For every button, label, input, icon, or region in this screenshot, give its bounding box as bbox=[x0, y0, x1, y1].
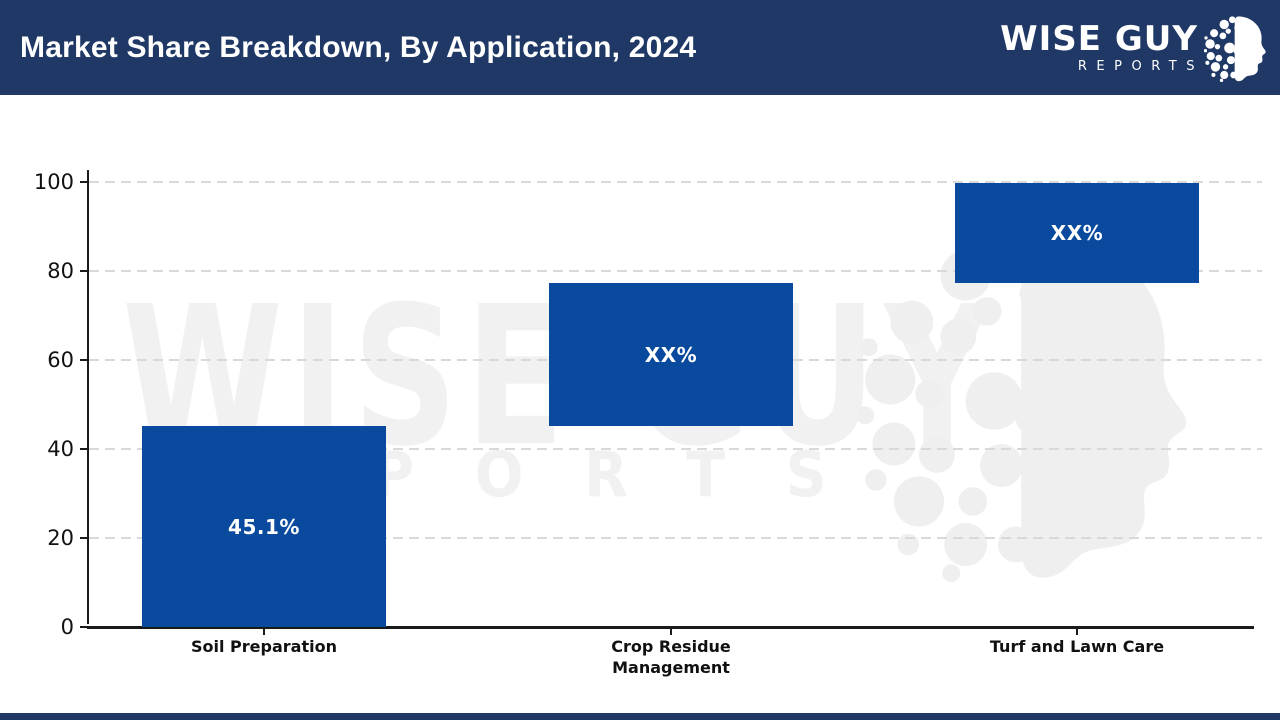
y-axis-tick-label-80: 80 bbox=[47, 259, 74, 283]
y-axis-tick-20 bbox=[80, 537, 87, 539]
x-axis-category-label-2: Turf and Lawn Care bbox=[989, 637, 1165, 656]
x-axis-category-label-1: Crop Residue Management bbox=[611, 637, 731, 677]
logo-subtext: REPORTS bbox=[1077, 59, 1204, 74]
gridline-20 bbox=[89, 537, 1262, 539]
y-axis-tick-100 bbox=[80, 181, 87, 183]
page-title: Market Share Breakdown, By Application, … bbox=[20, 30, 697, 64]
logo-wordmark: WISE GUY bbox=[1000, 19, 1198, 59]
header-band: Market Share Breakdown, By Application, … bbox=[0, 0, 1280, 95]
x-axis-tick-2 bbox=[1076, 629, 1078, 635]
y-axis-tick-label-0: 0 bbox=[60, 615, 74, 639]
x-axis-tick-1 bbox=[670, 629, 672, 635]
gridline-80 bbox=[89, 270, 1262, 272]
footer-bar bbox=[0, 713, 1280, 720]
bar-value-label: 45.1% bbox=[228, 514, 300, 539]
gridline-40 bbox=[89, 448, 1262, 450]
dotted-head-icon bbox=[1204, 15, 1266, 82]
y-axis-tick-0 bbox=[80, 626, 87, 628]
gridline-100 bbox=[89, 181, 1262, 183]
y-axis-tick-label-60: 60 bbox=[47, 348, 74, 372]
x-axis-tick-0 bbox=[263, 629, 265, 635]
y-axis-tick-label-20: 20 bbox=[47, 526, 74, 550]
y-axis-tick-label-100: 100 bbox=[33, 170, 74, 194]
logo-text: WISE GUY REPORTS bbox=[1000, 22, 1198, 73]
bar-value-label: XX% bbox=[644, 342, 698, 367]
plot-area: 0 20 40 60 80 100 45.1% XX% XX% Soil Preparation C… bbox=[0, 95, 1280, 713]
x-axis-line bbox=[87, 626, 1254, 629]
y-axis-tick-40 bbox=[80, 448, 87, 450]
bar-soil-preparation: 45.1% bbox=[142, 426, 386, 627]
y-axis-tick-label-40: 40 bbox=[47, 437, 74, 461]
wise-guy-reports-logo: WISE GUY REPORTS bbox=[1000, 10, 1280, 86]
y-axis-line bbox=[87, 170, 89, 624]
x-axis-category-label-0: Soil Preparation bbox=[191, 637, 337, 656]
y-axis-tick-80 bbox=[80, 270, 87, 272]
bar-crop-residue-management: XX% bbox=[549, 283, 793, 427]
bar-turf-and-lawn-care: XX% bbox=[955, 182, 1199, 283]
bar-value-label: XX% bbox=[1050, 220, 1104, 245]
y-axis-tick-60 bbox=[80, 359, 87, 361]
